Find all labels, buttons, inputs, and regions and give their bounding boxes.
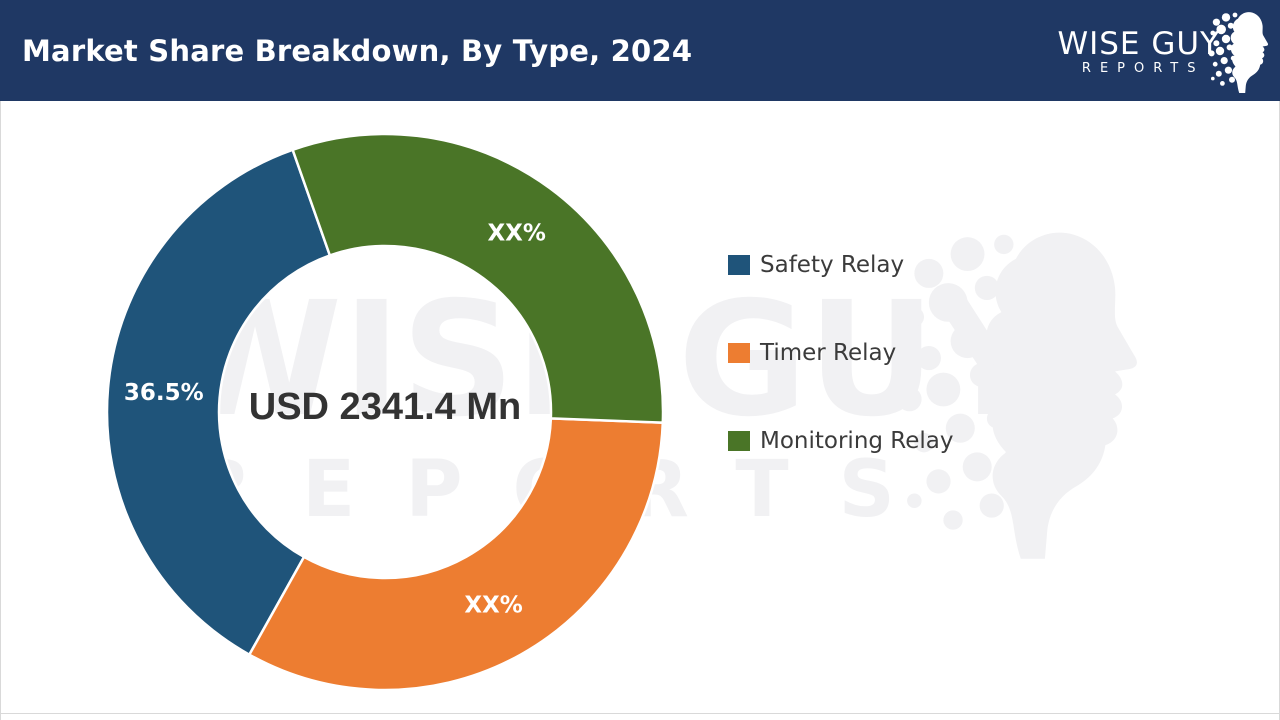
slice-safety-relay [105,148,332,657]
slice-timer-relay [247,417,665,692]
legend-label: Monitoring Relay [760,427,954,454]
slice-label: XX% [487,220,546,246]
watermark-face-icon [897,232,1137,559]
legend-item-timer-relay: Timer Relay [728,340,954,366]
slice-label: 36.5% [124,380,204,406]
header-bar: Market Share Breakdown, By Type, 2024 [0,0,1280,101]
logo-face-icon [1208,12,1269,93]
brand-name: WISE GUY [1057,25,1220,62]
legend-swatch-safety-relay [728,255,750,275]
legend-label: Timer Relay [760,339,897,366]
brand-logo-text: WISE GUY REPORTS [1057,27,1220,75]
legend-item-safety-relay: Safety Relay [728,252,954,278]
brand-logo: WISE GUY REPORTS [1057,8,1274,94]
legend-swatch-timer-relay [728,343,750,363]
slice-label: XX% [464,593,523,619]
page-title: Market Share Breakdown, By Type, 2024 [22,33,693,68]
frame-border-left [0,101,1,720]
legend-label: Safety Relay [760,251,905,278]
frame-border-bottom [0,713,1280,714]
legend-item-monitoring-relay: Monitoring Relay [728,428,954,454]
chart-center-value: USD 2341.4 Mn [248,386,522,428]
legend-swatch-monitoring-relay [728,431,750,451]
slice-monitoring-relay [291,132,665,424]
chart-legend: Safety Relay Timer Relay Monitoring Rela… [728,252,954,516]
brand-subtitle: REPORTS [1081,61,1205,77]
